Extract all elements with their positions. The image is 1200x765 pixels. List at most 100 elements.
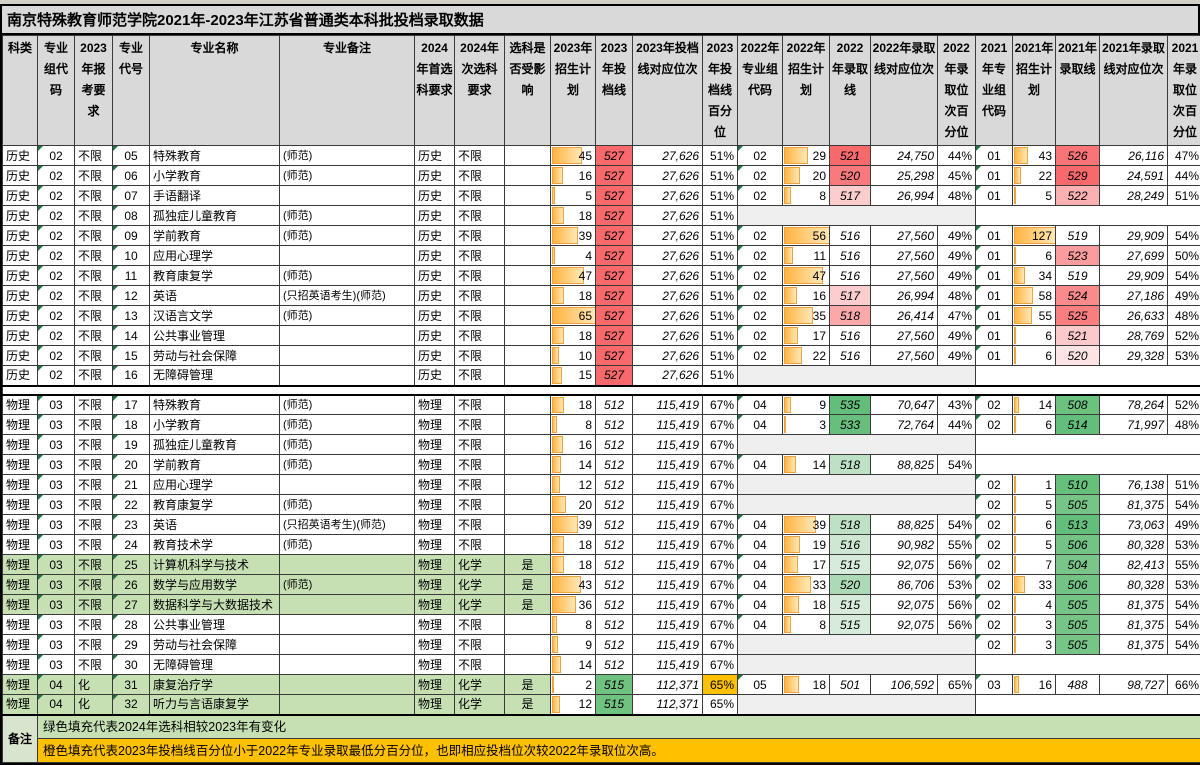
cell-rank-2021: 27,186 (1100, 286, 1168, 306)
cell-group-code: 03 (38, 455, 75, 475)
cell-major-name: 数学与应用数学 (150, 575, 280, 595)
cell-pct-2022: 65% (938, 675, 976, 695)
plan-value: 20 (783, 167, 829, 185)
blank-2022 (738, 206, 976, 226)
plan-value: 5 (1013, 496, 1055, 514)
blank-2022 (738, 655, 976, 675)
note-orange: 橙色填充代表2023年投档线百分位小于2022年专业录取最低分百分位，也即相应投… (38, 739, 1200, 763)
cell-pct-2023: 67% (703, 575, 738, 595)
plan-value: 19 (783, 536, 829, 554)
plan-value: 39 (551, 516, 595, 534)
cell-subject-affected: 是 (505, 555, 551, 575)
cell-group-code: 02 (38, 226, 75, 246)
cell-group-code: 03 (38, 595, 75, 615)
cell-pct-2022: 44% (938, 146, 976, 166)
cell-first-subject-2024: 历史 (415, 266, 455, 286)
cell-major-name: 孤独症儿童教育 (150, 206, 280, 226)
cell-rank-2023: 27,626 (633, 306, 703, 326)
plan-value: 45 (551, 147, 595, 165)
cell-pct-2023: 67% (703, 475, 738, 495)
column-header: 2023年投档线 (596, 36, 633, 146)
cell-pct-2021: 54% (1168, 635, 1200, 655)
cell-rank-2022: 88,825 (871, 455, 938, 475)
cell-line-2022: 516 (830, 266, 871, 286)
column-header: 专业组代码 (38, 36, 75, 146)
plan-value: 29 (783, 147, 829, 165)
cell-plan-2023: 20 (551, 495, 596, 515)
cell-first-subject-2024: 历史 (415, 306, 455, 326)
plan-value: 3 (783, 416, 829, 434)
plan-value: 127 (1013, 227, 1055, 245)
cell-first-subject-2024: 物理 (415, 515, 455, 535)
cell-second-subject-2024: 不限 (455, 206, 505, 226)
plan-value: 18 (783, 676, 829, 694)
cell-requirement-2023: 不限 (75, 595, 113, 615)
cell-major-code: 29 (113, 635, 150, 655)
cell-subject-affected: 是 (505, 675, 551, 695)
cell-rank-2021: 71,997 (1100, 415, 1168, 435)
cell-rank-2022: 26,414 (871, 306, 938, 326)
cell-line-2023: 527 (596, 306, 633, 326)
cell-pct-2021: 54% (1168, 615, 1200, 635)
cell-second-subject-2024: 不限 (455, 615, 505, 635)
cell-major-name: 无障碍管理 (150, 655, 280, 675)
cell-first-subject-2024: 物理 (415, 675, 455, 695)
cell-rank-2022: 88,825 (871, 515, 938, 535)
cell-category: 物理 (3, 515, 38, 535)
cell-plan-2022: 17 (783, 326, 830, 346)
cell-pct-2023: 51% (703, 226, 738, 246)
cell-subject-affected (505, 306, 551, 326)
cell-line-2022: 521 (830, 146, 871, 166)
cell-group-2021: 01 (976, 246, 1013, 266)
cell-pct-2022: 54% (938, 515, 976, 535)
cell-major-name: 康复治疗学 (150, 675, 280, 695)
cell-plan-2022: 9 (783, 395, 830, 415)
cell-rank-2022: 92,075 (871, 615, 938, 635)
cell-line-2022: 516 (830, 226, 871, 246)
cell-major-code: 27 (113, 595, 150, 615)
cell-line-2021: 525 (1056, 306, 1100, 326)
cell-major-name: 教育康复学 (150, 266, 280, 286)
cell-group-code: 02 (38, 286, 75, 306)
cell-line-2023: 527 (596, 146, 633, 166)
cell-pct-2022: 48% (938, 186, 976, 206)
cell-plan-2022: 39 (783, 515, 830, 535)
cell-category: 历史 (3, 346, 38, 366)
cell-rank-2021: 81,375 (1100, 595, 1168, 615)
plan-value: 7 (1013, 556, 1055, 574)
cell-major-code: 25 (113, 555, 150, 575)
plan-value: 9 (783, 396, 829, 414)
cell-rank-2023: 115,419 (633, 535, 703, 555)
column-header: 2021年录取位次百分位 (1168, 36, 1200, 146)
cell-major-remark (280, 595, 415, 615)
cell-first-subject-2024: 历史 (415, 166, 455, 186)
cell-rank-2021: 98,727 (1100, 675, 1168, 695)
cell-plan-2023: 36 (551, 595, 596, 615)
plan-value: 4 (1013, 596, 1055, 614)
cell-first-subject-2024: 物理 (415, 615, 455, 635)
cell-rank-2022: 26,994 (871, 186, 938, 206)
cell-plan-2023: 5 (551, 186, 596, 206)
cell-pct-2021: 53% (1168, 575, 1200, 595)
cell-plan-2023: 14 (551, 455, 596, 475)
cell-plan-2023: 39 (551, 226, 596, 246)
cell-pct-2021: 55% (1168, 555, 1200, 575)
cell-line-2023: 512 (596, 495, 633, 515)
cell-rank-2023: 27,626 (633, 326, 703, 346)
plan-value: 6 (1013, 516, 1055, 534)
cell-second-subject-2024: 化学 (455, 595, 505, 615)
cell-pct-2022: 48% (938, 286, 976, 306)
cell-line-2023: 512 (596, 615, 633, 635)
cell-group-2022: 04 (738, 395, 783, 415)
cell-subject-affected (505, 326, 551, 346)
cell-line-2021: 506 (1056, 575, 1100, 595)
cell-rank-2022: 24,750 (871, 146, 938, 166)
cell-plan-2023: 12 (551, 695, 596, 715)
cell-group-2022: 02 (738, 186, 783, 206)
spreadsheet-screenshot: { "title": "南京特殊教育师范学院2021年-2023年江苏省普通类本… (0, 4, 1200, 759)
cell-major-code: 16 (113, 366, 150, 386)
